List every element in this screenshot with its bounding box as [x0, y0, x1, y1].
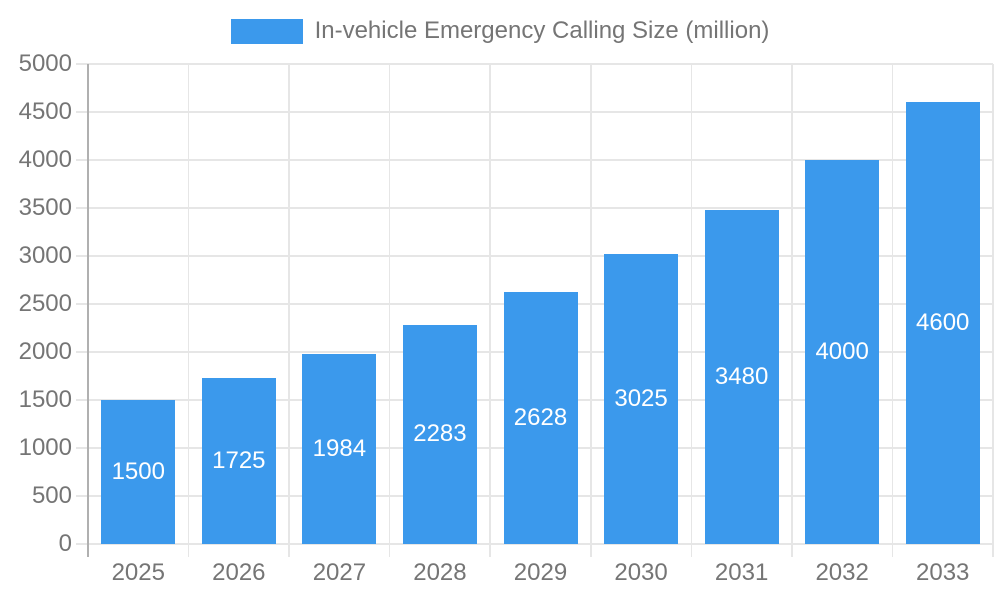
y-tick-2500	[76, 303, 88, 305]
gridline-y-3500	[88, 207, 993, 209]
x-tick-label-2030: 2030	[614, 559, 668, 586]
bar-2027: 1984	[302, 353, 377, 544]
y-tick-1000	[76, 447, 88, 449]
x-tick-label-2033: 2033	[916, 559, 970, 586]
legend-swatch	[230, 18, 303, 44]
y-tick-label-2000: 2000	[18, 338, 72, 365]
y-tick-1500	[76, 399, 88, 401]
x-tick-label-2029: 2029	[513, 559, 568, 586]
gridline-x-5	[590, 64, 592, 544]
bar-value-label-2028: 2283	[413, 420, 467, 448]
x-tick-label-2028: 2028	[413, 559, 467, 586]
bar-2025: 1500	[101, 400, 176, 544]
gridline-x-4	[489, 64, 491, 544]
y-tick-label-500: 500	[31, 482, 72, 509]
bar-2029: 2628	[503, 291, 578, 544]
x-tick-8	[891, 544, 894, 557]
bar-2030: 3025	[604, 253, 679, 544]
bar-value-label-2032: 4000	[815, 338, 869, 365]
y-tick-5000	[76, 63, 88, 65]
legend-label: In-vehicle Emergency Calling Size (milli…	[314, 17, 770, 44]
gridline-y-4000	[88, 159, 993, 161]
bar-value-label-2029: 2628	[513, 403, 568, 431]
gridline-x-3	[388, 64, 391, 544]
bar-2032: 4000	[805, 160, 880, 544]
x-tick-label-2027: 2027	[312, 559, 367, 586]
y-axis-line	[87, 64, 89, 557]
y-tick-4000	[76, 159, 88, 161]
bar-2028: 2283	[402, 324, 477, 544]
x-tick-6	[690, 544, 693, 557]
x-tick-3	[388, 544, 391, 557]
bar-2031: 3480	[704, 209, 779, 544]
legend: In-vehicle Emergency Calling Size (milli…	[0, 17, 1000, 45]
y-tick-0	[76, 543, 88, 545]
gridline-x-1	[187, 64, 190, 544]
gridline-x-2	[288, 64, 290, 544]
y-tick-label-4000: 4000	[18, 146, 72, 173]
x-tick-label-2026: 2026	[212, 559, 266, 586]
gridline-y-5000	[88, 63, 993, 65]
gridline-y-0	[88, 543, 993, 545]
y-tick-label-3000: 3000	[18, 242, 72, 269]
gridline-x-8	[891, 64, 894, 544]
y-tick-4500	[76, 111, 88, 113]
gridline-y-3000	[88, 255, 993, 257]
gridline-x-9	[992, 64, 994, 544]
y-tick-label-4500: 4500	[18, 98, 72, 125]
x-tick-label-2031: 2031	[714, 559, 769, 586]
gridline-y-4500	[88, 111, 993, 113]
bar-value-label-2026: 1725	[212, 447, 266, 475]
y-tick-label-0: 0	[58, 530, 72, 557]
x-tick-2	[288, 544, 290, 557]
bar-value-label-2033: 4600	[916, 309, 970, 337]
y-tick-500	[76, 495, 88, 497]
x-tick-5	[590, 544, 592, 557]
bar-value-label-2025: 1500	[111, 458, 165, 485]
y-tick-label-2500: 2500	[18, 290, 72, 317]
y-tick-3500	[76, 207, 88, 209]
x-tick-1	[187, 544, 190, 557]
bar-2026: 1725	[201, 378, 276, 544]
y-tick-2000	[76, 351, 88, 353]
y-tick-label-1000: 1000	[18, 434, 72, 461]
x-tick-4	[489, 544, 491, 557]
x-tick-7	[791, 544, 793, 557]
gridline-x-6	[690, 64, 693, 544]
bar-2033: 4600	[905, 102, 980, 544]
x-tick-9	[992, 544, 994, 557]
y-tick-label-5000: 5000	[18, 50, 72, 77]
bar-value-label-2027: 1984	[312, 434, 367, 462]
y-tick-label-3500: 3500	[18, 194, 72, 221]
x-tick-label-2025: 2025	[111, 559, 165, 586]
bar-value-label-2030: 3025	[614, 384, 668, 412]
y-tick-3000	[76, 255, 88, 257]
y-tick-label-1500: 1500	[18, 386, 72, 413]
x-tick-label-2032: 2032	[815, 559, 869, 586]
gridline-x-7	[791, 64, 793, 544]
bar-value-label-2031: 3480	[714, 362, 769, 390]
